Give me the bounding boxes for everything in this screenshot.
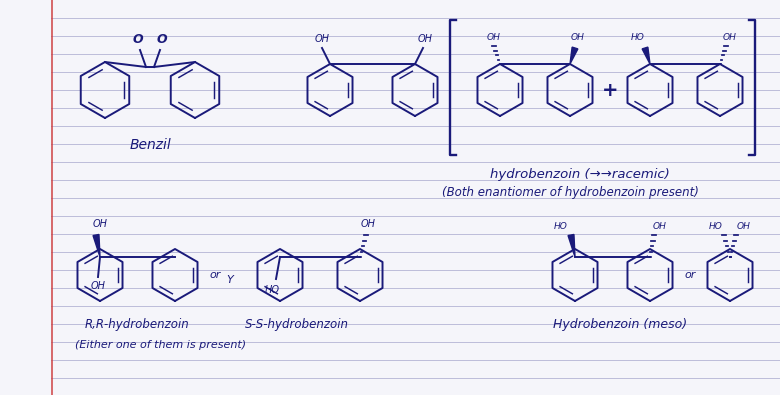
- Text: hydrobenzoin (→→racemic): hydrobenzoin (→→racemic): [490, 168, 670, 181]
- Text: OH: OH: [93, 219, 108, 229]
- Polygon shape: [568, 235, 575, 257]
- Polygon shape: [570, 47, 578, 64]
- Text: O: O: [133, 33, 144, 46]
- Text: OH: OH: [487, 33, 501, 42]
- Text: +: +: [601, 81, 619, 100]
- Text: Y: Y: [227, 275, 233, 285]
- Polygon shape: [93, 235, 100, 257]
- Text: HO: HO: [709, 222, 723, 231]
- Text: OH: OH: [653, 222, 667, 231]
- Text: S-S-hydrobenzoin: S-S-hydrobenzoin: [245, 318, 349, 331]
- Text: Hydrobenzoin (meso): Hydrobenzoin (meso): [553, 318, 687, 331]
- Text: HO: HO: [264, 285, 279, 295]
- Text: (Either one of them is present): (Either one of them is present): [75, 340, 246, 350]
- Text: or: or: [684, 270, 696, 280]
- Text: OH: OH: [360, 219, 375, 229]
- Text: (Both enantiomer of hydrobenzoin present): (Both enantiomer of hydrobenzoin present…: [441, 186, 698, 199]
- Text: HO: HO: [631, 33, 645, 42]
- Text: OH: OH: [571, 33, 585, 42]
- Text: Benzil: Benzil: [129, 138, 171, 152]
- Text: or: or: [209, 270, 221, 280]
- Text: OH: OH: [723, 33, 737, 42]
- Text: OH: OH: [417, 34, 432, 44]
- Text: OH: OH: [737, 222, 751, 231]
- Text: R,R-hydrobenzoin: R,R-hydrobenzoin: [85, 318, 190, 331]
- Text: O: O: [157, 33, 168, 46]
- Polygon shape: [642, 47, 650, 64]
- Text: OH: OH: [314, 34, 329, 44]
- Text: HO: HO: [554, 222, 568, 231]
- Text: OH: OH: [90, 281, 105, 291]
